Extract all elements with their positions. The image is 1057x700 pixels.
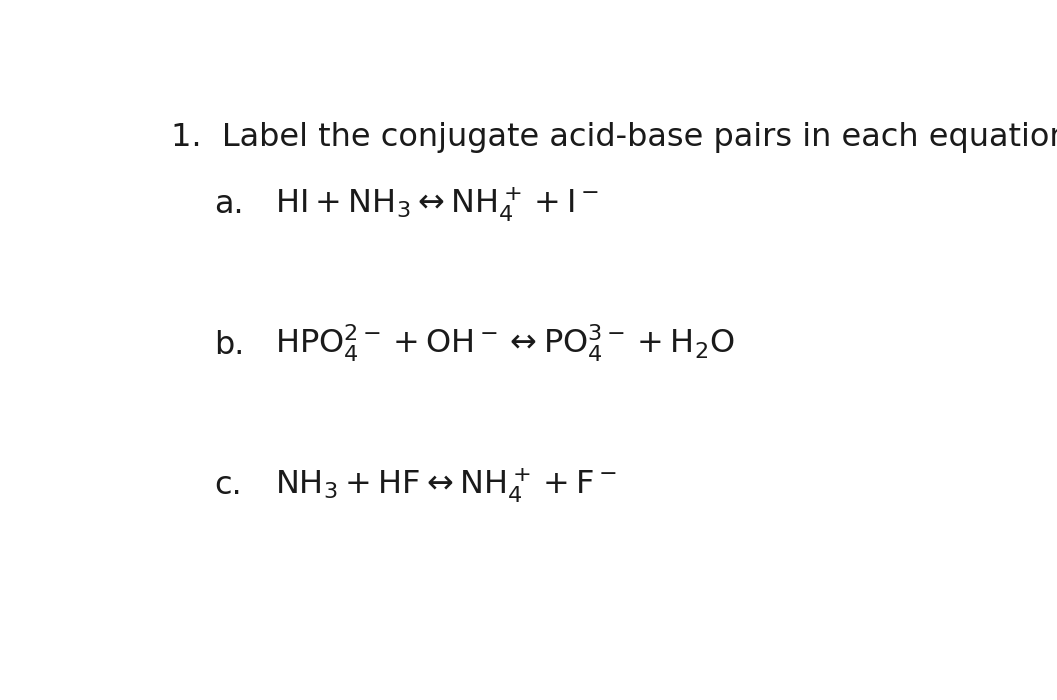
Text: $\mathregular{HPO_4^{2-} + OH^- \leftrightarrow PO_4^{3-} + H_2O}$: $\mathregular{HPO_4^{2-} + OH^- \leftrig… bbox=[276, 323, 736, 365]
Text: $\mathregular{HI + NH_3 \leftrightarrow NH_4^+ + I^-}$: $\mathregular{HI + NH_3 \leftrightarrow … bbox=[276, 185, 599, 225]
Text: b.: b. bbox=[214, 330, 244, 360]
Text: c.: c. bbox=[214, 470, 242, 500]
Text: a.: a. bbox=[214, 190, 244, 220]
Text: 1.  Label the conjugate acid-base pairs in each equation:: 1. Label the conjugate acid-base pairs i… bbox=[171, 122, 1057, 153]
Text: $\mathregular{NH_3 + HF \leftrightarrow NH_4^+ + F^-}$: $\mathregular{NH_3 + HF \leftrightarrow … bbox=[276, 465, 617, 505]
